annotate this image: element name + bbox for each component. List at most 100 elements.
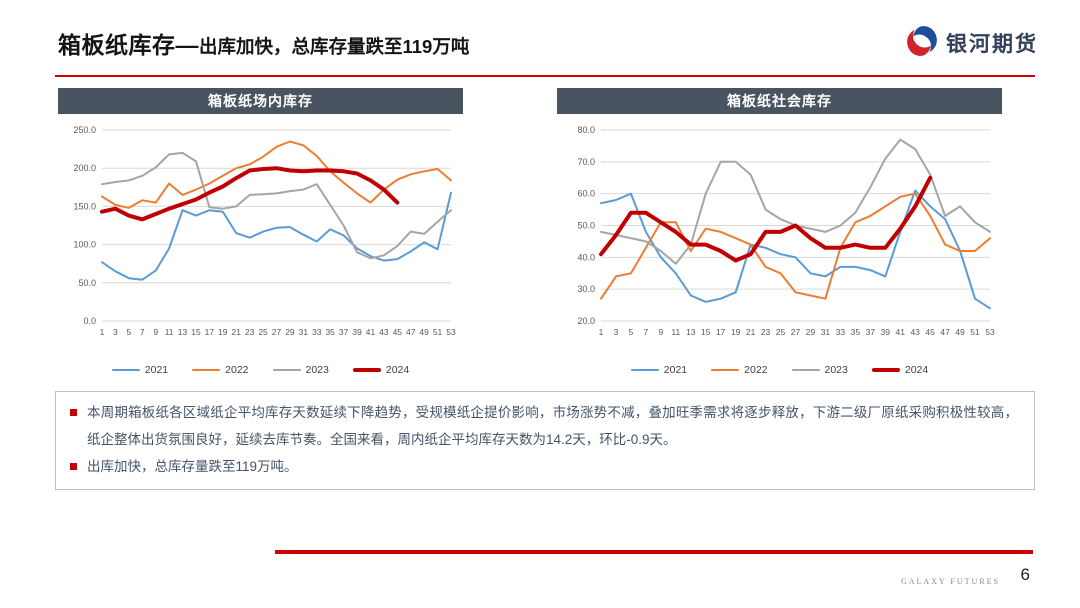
y-axis-tick-label: 20.0 [577, 316, 595, 326]
legend-line-icon [711, 368, 740, 372]
chart-title-factory-inventory: 箱板纸场内库存 [58, 88, 463, 114]
legend-label: 2023 [305, 364, 329, 376]
x-axis-tick-label: 51 [970, 327, 980, 337]
legend-line-icon [352, 368, 381, 372]
x-axis-tick-label: 19 [731, 327, 741, 337]
y-axis-tick-label: 30.0 [577, 284, 595, 294]
legend-item-2023: 2023 [791, 364, 848, 376]
x-axis-tick-label: 23 [245, 327, 255, 337]
legend-label: 2021 [663, 364, 688, 376]
x-axis-tick-label: 47 [940, 327, 950, 337]
x-axis-tick-label: 53 [446, 327, 456, 337]
x-axis-tick-label: 13 [178, 327, 188, 337]
legend-label: 2023 [824, 364, 848, 376]
x-axis-tick-label: 15 [191, 327, 201, 337]
legend-line-icon [791, 368, 820, 372]
legend-line-icon [272, 368, 301, 372]
x-axis-tick-label: 3 [614, 327, 619, 337]
series-line-2024 [100, 166, 400, 222]
y-axis-tick-label: 150.0 [73, 201, 96, 211]
footer-rule [275, 550, 1033, 554]
x-axis-tick-label: 7 [644, 327, 649, 337]
x-axis-tick-label: 31 [299, 327, 309, 337]
legend-line-icon [630, 368, 659, 372]
line-chart-social-inventory: 20.0 30.0 40.0 50.0 60.0 70.0 80.0 1 3 5 7 9 11 13 15 1… [557, 114, 1002, 376]
legend-item-2024: 2024 [871, 364, 929, 376]
legend-item-2021: 2021 [111, 364, 169, 376]
page-title: 箱板纸库存— [58, 32, 199, 58]
x-axis-tick-label: 51 [433, 327, 443, 337]
x-axis-tick-label: 45 [925, 327, 935, 337]
chart-panel-social-inventory: 箱板纸社会库存 20.0 30.0 40.0 50.0 60.0 70.0 80.0 1 3 5 7… [557, 88, 1002, 376]
x-axis-tick-label: 43 [910, 327, 920, 337]
x-axis-tick-label: 7 [140, 327, 145, 337]
x-axis-tick-label: 25 [258, 327, 268, 337]
legend-label: 2024 [385, 364, 410, 376]
legend-item-2021: 2021 [630, 364, 688, 376]
header: 箱板纸库存— 出库加快，总库存量跌至119万吨 银河期货 [0, 0, 1080, 62]
x-axis-tick-label: 45 [393, 327, 403, 337]
x-axis-tick-label: 1 [100, 327, 105, 337]
bullet-square-icon [70, 463, 77, 470]
chart-legend: 2021 2022 2023 2024 [58, 364, 463, 376]
x-axis-tick-label: 39 [352, 327, 362, 337]
x-axis-tick-label: 39 [881, 327, 891, 337]
x-axis-tick-label: 21 [231, 327, 241, 337]
x-axis-tick-label: 35 [325, 327, 335, 337]
series-line-2021 [600, 189, 991, 310]
x-axis-tick-label: 29 [285, 327, 295, 337]
x-axis-tick-label: 9 [658, 327, 663, 337]
x-axis-tick-label: 33 [312, 327, 322, 337]
y-axis-tick-label: 80.0 [577, 125, 595, 135]
legend-item-2024: 2024 [352, 364, 410, 376]
legend-label: 2022 [225, 364, 249, 376]
y-axis-tick-label: 40.0 [577, 252, 595, 262]
x-axis-tick-label: 47 [406, 327, 416, 337]
x-axis-tick-label: 15 [701, 327, 711, 337]
legend-item-2022: 2022 [192, 364, 249, 376]
x-axis-tick-label: 23 [761, 327, 771, 337]
y-axis-tick-label: 50.0 [577, 221, 595, 231]
legend-label: 2024 [904, 364, 929, 376]
x-axis-tick-label: 27 [791, 327, 801, 337]
series-line-2022 [600, 192, 991, 300]
x-axis-tick-label: 25 [776, 327, 786, 337]
x-axis-tick-label: 1 [599, 327, 604, 337]
legend-item-2022: 2022 [711, 364, 768, 376]
y-axis-tick-label: 100.0 [73, 240, 96, 250]
series-line-2021 [101, 191, 452, 281]
x-axis-tick-label: 37 [866, 327, 876, 337]
series-line-2024 [599, 175, 933, 263]
chart-svg: 20.030.040.050.060.070.080.01 3 5 7 9 11 13 15 1… [577, 125, 995, 337]
chart-legend: 2021 2022 2023 2024 [557, 364, 1002, 376]
y-axis-tick-label: 200.0 [73, 163, 96, 173]
x-axis-tick-label: 13 [686, 327, 696, 337]
legend-line-icon [192, 368, 221, 372]
x-axis-tick-label: 21 [746, 327, 756, 337]
x-axis-tick-label: 11 [165, 327, 174, 337]
x-axis-tick-label: 37 [339, 327, 349, 337]
x-axis-tick-label: 17 [205, 327, 215, 337]
x-axis-tick-label: 5 [629, 327, 634, 337]
series-line-2023 [600, 138, 991, 265]
x-axis-tick-label: 53 [985, 327, 995, 337]
x-axis-tick-label: 17 [716, 327, 726, 337]
legend-label: 2021 [144, 364, 169, 376]
series-line-2023 [101, 151, 452, 260]
x-axis-tick-label: 33 [836, 327, 846, 337]
galaxy-swirl-icon [905, 24, 939, 63]
x-axis-tick-label: 49 [955, 327, 965, 337]
page-title-group: 箱板纸库存— 出库加快，总库存量跌至119万吨 [58, 26, 469, 60]
notes-box: 本周期箱板纸各区域纸企平均库存天数延续下降趋势，受规模纸企提价影响，市场涨势不减… [55, 391, 1035, 490]
chart-panel-factory-inventory: 箱板纸场内库存 0.0 50.0 100.0 150.0 200.0 250.0 1 3 5 7 9… [58, 88, 463, 376]
y-axis-tick-label: 60.0 [577, 189, 595, 199]
chart-title-social-inventory: 箱板纸社会库存 [557, 88, 1002, 114]
x-axis-tick-label: 31 [821, 327, 831, 337]
y-axis-tick-label: 50.0 [78, 278, 96, 288]
note-text-1: 本周期箱板纸各区域纸企平均库存天数延续下降趋势，受规模纸企提价影响，市场涨势不减… [87, 405, 1018, 447]
x-axis-tick-label: 19 [218, 327, 228, 337]
page-number: 6 [1020, 565, 1030, 584]
x-axis-tick-label: 49 [419, 327, 429, 337]
